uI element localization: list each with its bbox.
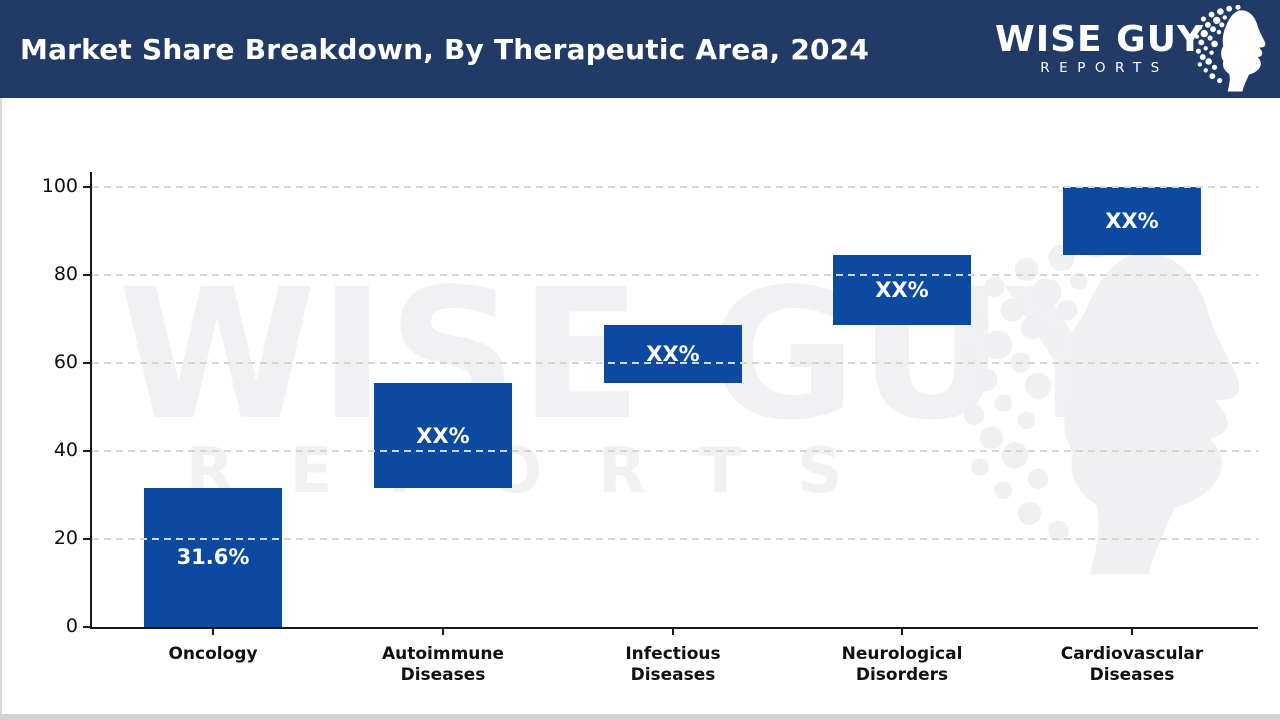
bar-oncology: 31.6% (144, 487, 282, 627)
y-tick-label-20: 20 (53, 527, 78, 549)
x-tick-oncology (212, 629, 214, 635)
gridline-40 (92, 450, 1258, 452)
page-title: Market Share Breakdown, By Therapeutic A… (20, 32, 870, 66)
category-label-cardiovascular-diseases: Cardiovascular Diseases (1060, 644, 1204, 686)
gridline-100 (92, 186, 1258, 188)
y-tick-60 (83, 362, 90, 364)
x-tick-cardiovascular-diseases (1131, 629, 1133, 635)
category-label-oncology: Oncology (168, 644, 258, 664)
bar-autoimmune-diseases: XX% (374, 383, 512, 488)
y-tick-label-60: 60 (53, 351, 78, 373)
x-tick-neurological-disorders (901, 629, 903, 635)
bar-cardiovascular-diseases: XX% (1063, 187, 1201, 256)
category-label-neurological-disorders: Neurological Disorders (841, 644, 963, 686)
x-axis-line (90, 627, 1258, 629)
bar-infectious-diseases: XX% (604, 325, 742, 384)
gridline-80 (92, 274, 1258, 276)
bottom-strip (0, 714, 1280, 720)
gridline-60 (92, 362, 1258, 364)
chart-area: WISE GUY REPORTS 0 20 40 60 80 100 31.6% Oncolo… (0, 98, 1280, 714)
y-tick-0 (83, 626, 90, 628)
watermark-subtext: REPORTS (186, 434, 899, 507)
bar-value-label-neurological-disorders: XX% (875, 278, 929, 303)
x-tick-autoimmune-diseases (442, 629, 444, 635)
logo-wordmark-line2: REPORTS (1040, 60, 1169, 77)
category-label-autoimmune-diseases: Autoimmune Diseases (381, 644, 505, 686)
bar-value-label-cardiovascular-diseases: XX% (1105, 209, 1159, 234)
x-tick-infectious-diseases (672, 629, 674, 635)
y-tick-20 (83, 538, 90, 540)
plot-region: 0 20 40 60 80 100 31.6% Oncology XX% Autoimmune D… (2, 98, 1280, 714)
category-label-infectious-diseases: Infectious Diseases (625, 644, 721, 686)
y-axis-line (90, 172, 92, 629)
logo-wordmark: WISE GUY REPORTS (995, 22, 1204, 76)
y-tick-40 (83, 450, 90, 452)
gridline-20 (92, 538, 1258, 540)
bar-value-label-oncology: 31.6% (176, 545, 250, 570)
bar-value-label-autoimmune-diseases: XX% (416, 423, 470, 448)
bar-neurological-disorders: XX% (833, 255, 971, 326)
y-tick-label-40: 40 (53, 439, 78, 461)
header-band: Market Share Breakdown, By Therapeutic A… (0, 0, 1280, 98)
y-tick-label-80: 80 (53, 263, 78, 285)
y-tick-label-0: 0 (65, 615, 78, 637)
y-tick-100 (83, 186, 90, 188)
watermark-head-icon (959, 231, 1240, 575)
logo-wordmark-line1: WISE GUY (994, 19, 1204, 61)
y-tick-label-100: 100 (41, 175, 78, 197)
logo: WISE GUY REPORTS (995, 0, 1272, 98)
y-tick-80 (83, 274, 90, 276)
